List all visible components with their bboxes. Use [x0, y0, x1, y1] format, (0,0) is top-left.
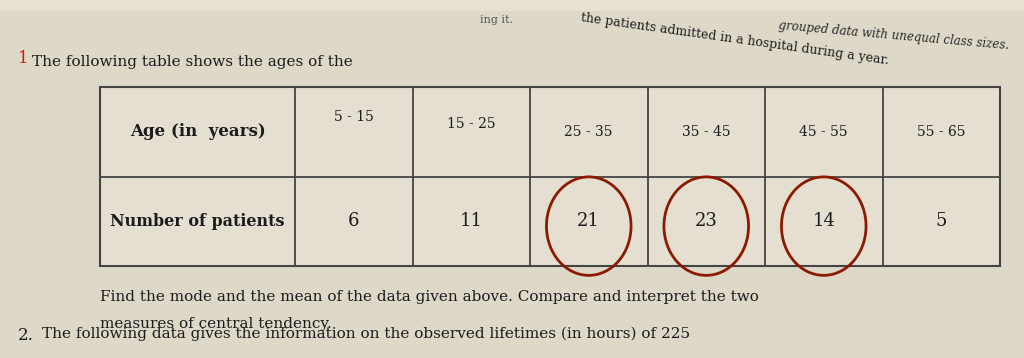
Text: 55 - 65: 55 - 65	[918, 125, 966, 139]
Text: 15 - 25: 15 - 25	[446, 117, 496, 131]
Text: 1: 1	[18, 50, 29, 67]
Text: Age (in  years): Age (in years)	[130, 123, 265, 140]
Text: 14: 14	[812, 212, 836, 230]
Text: 23: 23	[695, 212, 718, 230]
Text: measures of central tendency.: measures of central tendency.	[100, 317, 332, 332]
Text: 5: 5	[936, 212, 947, 230]
Text: Find the mode and the mean of the data given above. Compare and interpret the tw: Find the mode and the mean of the data g…	[100, 290, 759, 304]
Text: The following data gives the information on the observed lifetimes (in hours) of: The following data gives the information…	[42, 327, 690, 342]
Text: the patients admitted in a hospital during a year.: the patients admitted in a hospital duri…	[580, 11, 890, 68]
Text: grouped data with unequal class sizes.: grouped data with unequal class sizes.	[778, 19, 1010, 52]
Text: Number of patients: Number of patients	[111, 213, 285, 230]
Text: ing it.: ing it.	[480, 15, 513, 25]
Text: 21: 21	[578, 212, 600, 230]
Text: The following table shows the ages of the: The following table shows the ages of th…	[32, 55, 352, 69]
Text: 25 - 35: 25 - 35	[564, 125, 613, 139]
Text: 5 - 15: 5 - 15	[334, 110, 374, 124]
Text: 6: 6	[348, 212, 359, 230]
Text: 35 - 45: 35 - 45	[682, 125, 730, 139]
Text: 45 - 55: 45 - 55	[800, 125, 848, 139]
Bar	[100, 87, 1000, 266]
Text: 2.: 2.	[18, 327, 34, 344]
Text: 11: 11	[460, 212, 482, 230]
